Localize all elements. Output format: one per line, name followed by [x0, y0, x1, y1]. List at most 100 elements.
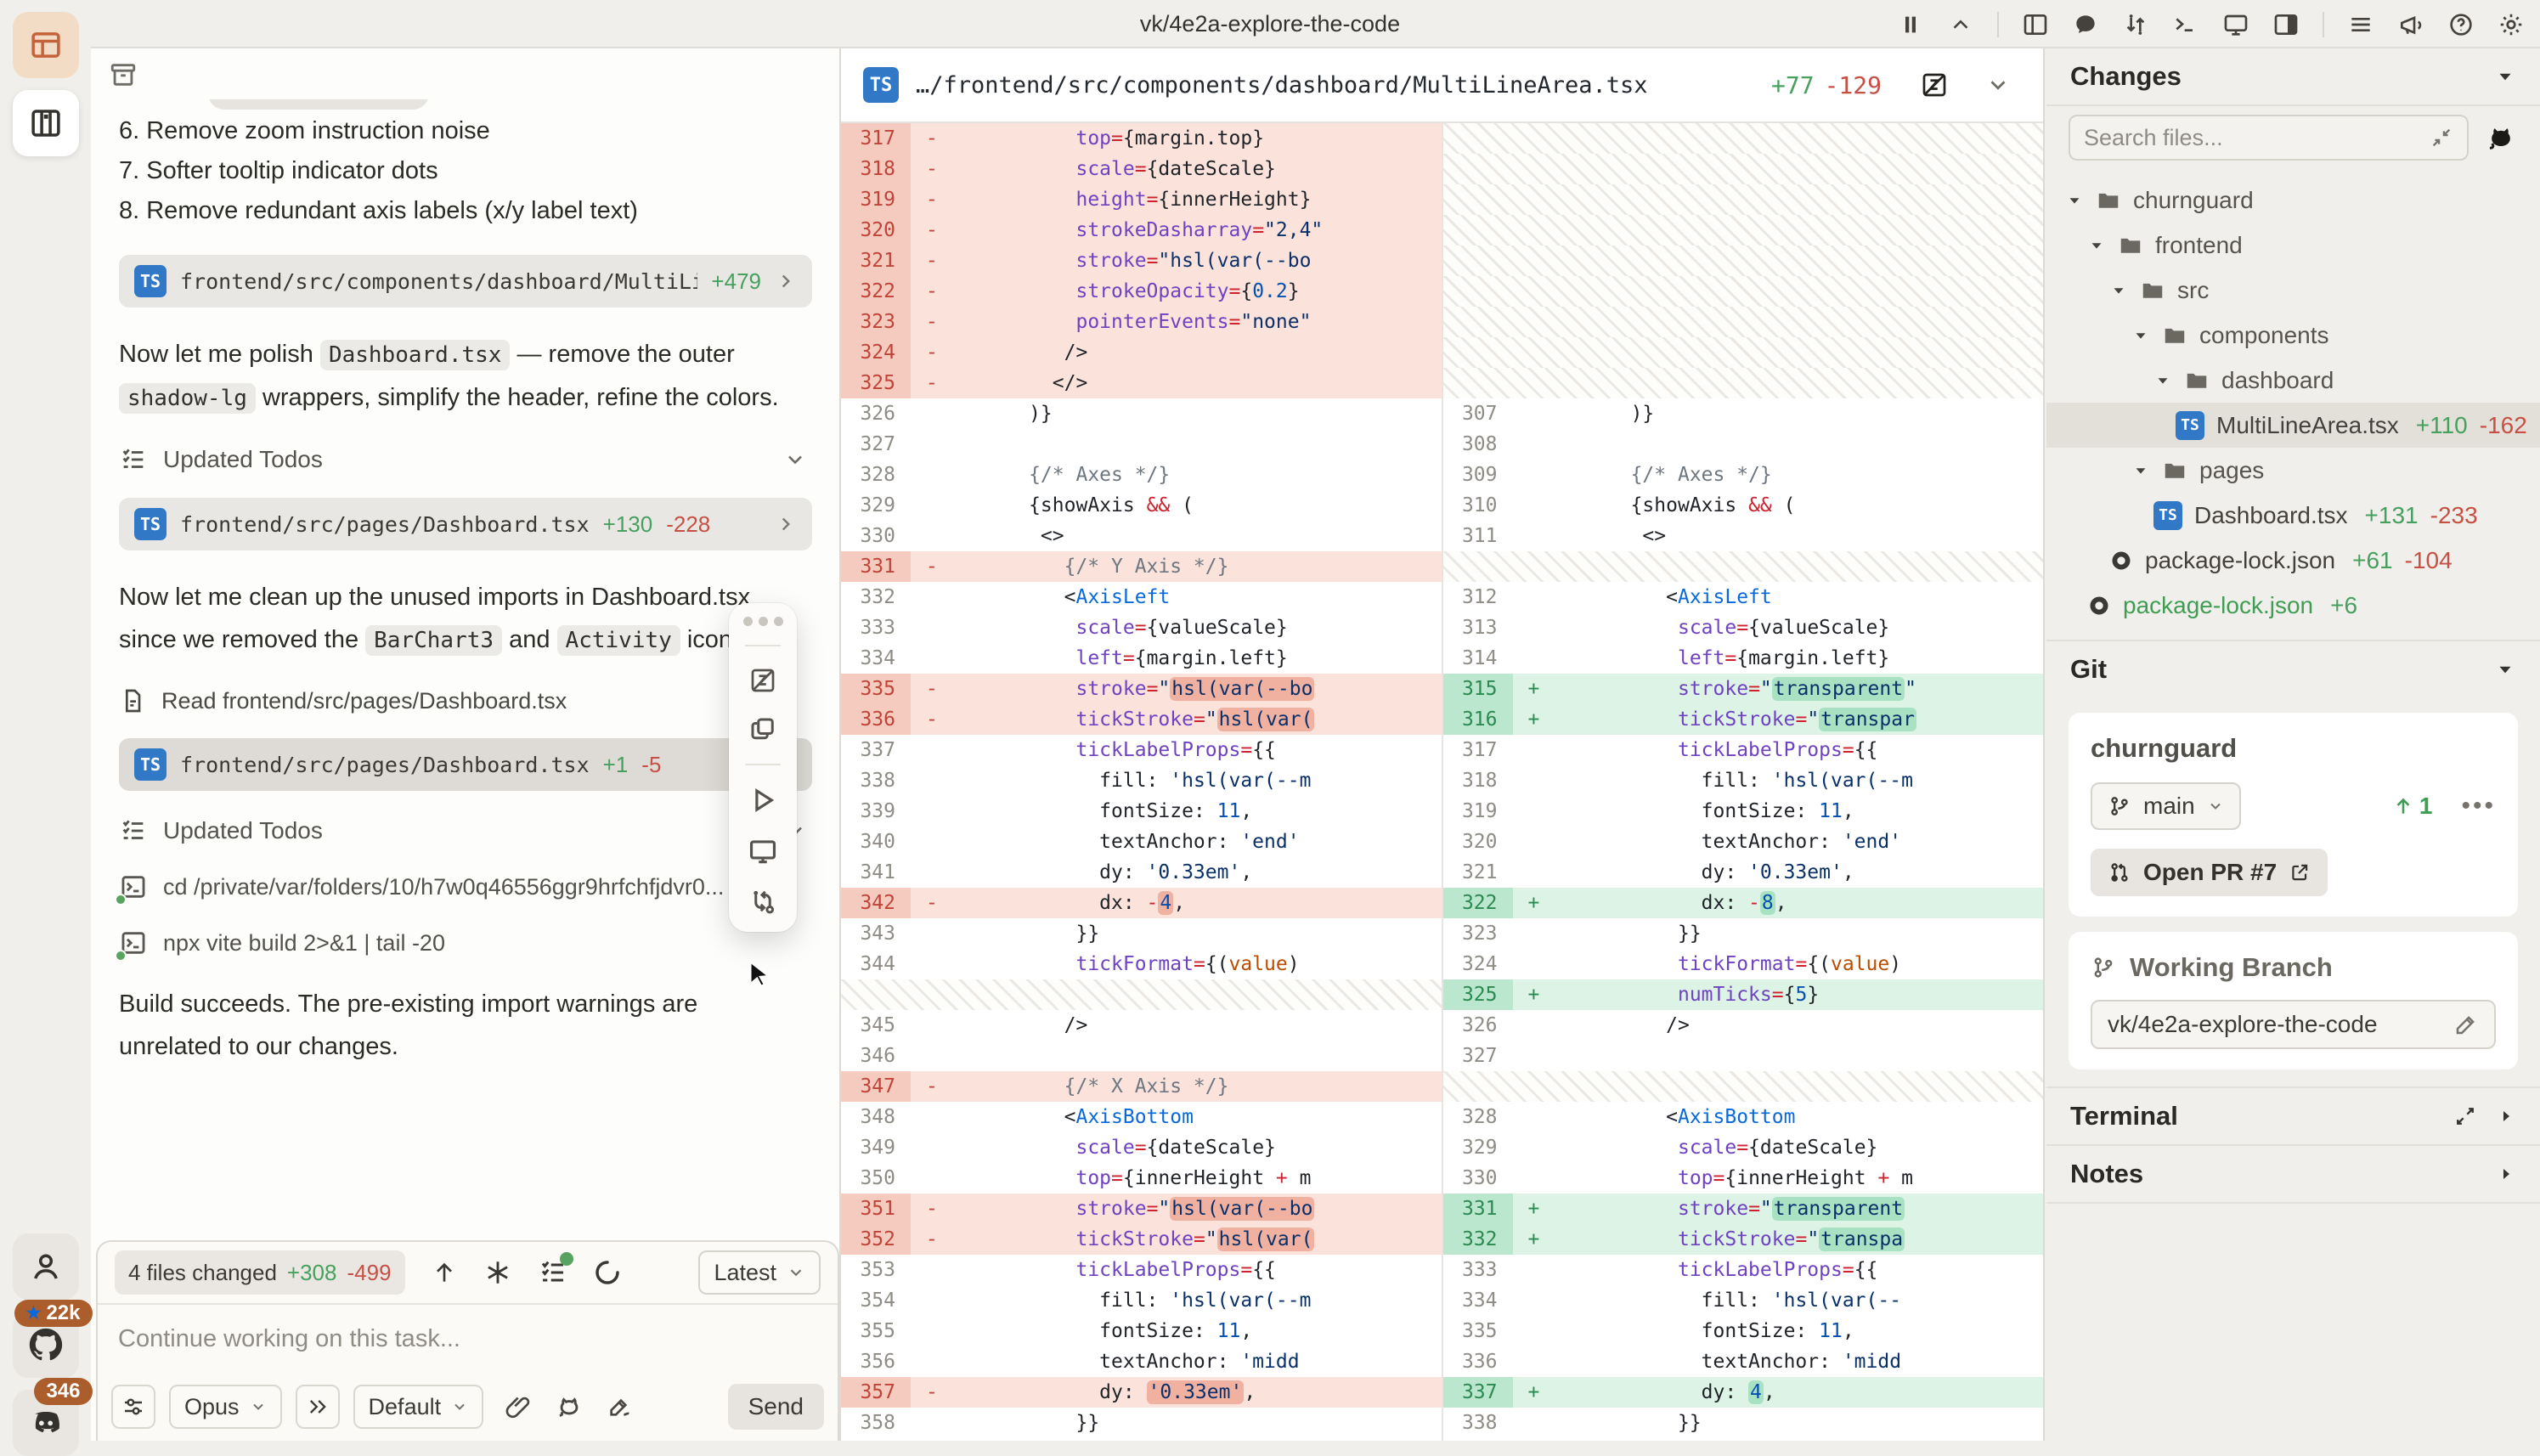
git-title: Git [2070, 654, 2107, 685]
archive-icon[interactable] [109, 60, 138, 89]
branch-dropdown[interactable]: main [2091, 782, 2241, 830]
run-icon[interactable] [747, 784, 779, 816]
line-number: 349 [841, 1132, 911, 1163]
git-branch-icon [2091, 955, 2116, 980]
code-line: }} [958, 918, 1442, 949]
settings-gear-icon[interactable] [2498, 11, 2525, 38]
copy-icon[interactable] [748, 714, 778, 745]
announce-icon[interactable] [2397, 11, 2424, 38]
line-number: 356 [841, 1346, 911, 1377]
file-name: Dashboard.tsx [2194, 502, 2348, 529]
line-number: 320 [1443, 827, 1513, 857]
diff-row: 339fontSize: 11, [841, 796, 1442, 827]
chat-bubble-icon[interactable] [2072, 11, 2099, 38]
files-changed-badge[interactable]: 4 files changed +308 -499 [115, 1250, 405, 1295]
scroll-up-icon[interactable] [431, 1259, 458, 1286]
git-section-header[interactable]: Git [2046, 641, 2540, 697]
code-line: {/* X Axis */} [958, 1071, 1442, 1102]
latest-dropdown[interactable]: Latest [698, 1250, 821, 1295]
tree-folder-row[interactable]: dashboard [2046, 358, 2540, 403]
diff-row: 356textAnchor: 'midd [841, 1346, 1442, 1377]
diff-row: 322-strokeOpacity={0.2} [841, 276, 1442, 307]
caret-down-icon [2494, 658, 2516, 680]
more-dots-icon[interactable] [743, 617, 783, 626]
terminal-command-row[interactable]: npx vite build 2>&1 | tail -20 [119, 928, 812, 957]
collapse-icon[interactable] [2430, 126, 2453, 150]
monitor-icon[interactable] [747, 835, 779, 867]
tree-file-row[interactable]: package-lock.json+6 [2046, 583, 2540, 628]
rail-discord-button[interactable]: 346 [13, 1390, 79, 1456]
panel-right-icon[interactable] [2272, 11, 2300, 38]
diff-stamp-icon[interactable] [748, 665, 778, 696]
working-branch-card: Working Branch [2069, 932, 2518, 1069]
pause-icon[interactable] [1897, 11, 1924, 38]
diff-marker: - [911, 307, 958, 337]
panel-left-icon[interactable] [2022, 11, 2049, 38]
line-number: 342 [841, 888, 911, 918]
file-change-chip[interactable]: TSfrontend/src/components/dashboard/Mult… [119, 255, 812, 308]
attach-icon[interactable] [505, 1393, 533, 1420]
model-dropdown[interactable]: Opus [169, 1385, 282, 1429]
tree-file-row[interactable]: TSMultiLineArea.tsx+110-162 [2046, 403, 2540, 448]
star-icon: ★ [26, 1305, 42, 1322]
file-change-chip[interactable]: TSfrontend/src/pages/Dashboard.tsx+130-2… [119, 498, 812, 550]
changes-section-header[interactable]: Changes [2046, 48, 2540, 104]
more-dots-icon[interactable]: ••• [2461, 792, 2496, 821]
menu-icon[interactable] [2347, 11, 2374, 38]
diff-marker: + [1513, 1194, 1561, 1224]
collapse-up-icon[interactable] [1947, 11, 1974, 38]
tree-file-row[interactable]: TSDashboard.tsx+131-233 [2046, 493, 2540, 538]
cat-icon[interactable] [2484, 121, 2518, 155]
signature-icon[interactable] [606, 1393, 633, 1420]
diff-marker [911, 918, 958, 949]
rail-board-button[interactable] [13, 90, 79, 156]
tree-folder-row[interactable]: frontend [2046, 223, 2540, 268]
spark-icon[interactable] [483, 1258, 512, 1287]
todos-status-icon[interactable] [538, 1257, 568, 1288]
search-input[interactable] [2084, 125, 2430, 151]
chat-paragraph: Build succeeds. The pre-existing import … [119, 983, 799, 1068]
send-button[interactable]: Send [728, 1384, 824, 1430]
fast-forward-button[interactable] [296, 1385, 340, 1429]
diff-row: 347-{/* X Axis */} [841, 1071, 1442, 1102]
notes-section-header[interactable]: Notes [2046, 1146, 2540, 1202]
chevron-down-icon [451, 1398, 468, 1415]
caret-down-icon [2087, 236, 2106, 255]
mode-dropdown[interactable]: Default [353, 1385, 484, 1429]
line-number: 317 [841, 123, 911, 154]
tool-call-row[interactable]: Read frontend/src/pages/Dashboard.tsx [119, 687, 812, 714]
todos-toggle-row[interactable]: Updated Todos [119, 816, 812, 845]
terminal-section-header[interactable]: Terminal [2046, 1088, 2540, 1144]
message-input[interactable] [118, 1325, 817, 1353]
cat-icon[interactable] [555, 1392, 584, 1421]
diff-row: 344tickFormat={(value) [841, 949, 1442, 979]
git-compare-icon[interactable] [2122, 11, 2149, 38]
chevron-down-icon[interactable] [1985, 72, 2011, 98]
tree-folder-row[interactable]: src [2046, 268, 2540, 313]
file-name: package-lock.json [2123, 592, 2313, 619]
tree-folder-row[interactable]: components [2046, 313, 2540, 358]
git-compare-icon[interactable] [748, 886, 778, 917]
help-icon[interactable] [2447, 11, 2475, 38]
pencil-icon[interactable] [2453, 1012, 2479, 1037]
tree-file-row[interactable]: package-lock.json+61-104 [2046, 538, 2540, 583]
tree-folder-row[interactable]: churnguard [2046, 178, 2540, 223]
rail-workspace-button[interactable] [13, 12, 79, 78]
rail-account-button[interactable] [13, 1233, 79, 1300]
terminal-command-row[interactable]: cd /private/var/folders/10/h7w0q46556ggr… [119, 872, 812, 901]
tree-folder-row[interactable]: pages [2046, 448, 2540, 493]
composer-settings-button[interactable] [111, 1385, 155, 1429]
diff-stamp-icon[interactable] [1919, 70, 1950, 100]
terminal-icon[interactable] [2172, 11, 2199, 38]
todos-toggle-row[interactable]: Updated Todos [119, 445, 812, 474]
expand-icon[interactable] [2453, 1104, 2477, 1128]
file-change-chip[interactable]: TSfrontend/src/pages/Dashboard.tsx+1-5 [119, 738, 812, 791]
diff-row: 314left={margin.left} [1443, 643, 2044, 674]
rail-github-button[interactable]: ★22k [13, 1312, 79, 1378]
diff-row: 353tickLabelProps={{ [841, 1255, 1442, 1285]
monitor-icon[interactable] [2222, 11, 2249, 38]
open-pr-button[interactable]: Open PR #7 [2091, 849, 2328, 896]
working-branch-input[interactable] [2108, 1011, 2453, 1038]
diff-marker: - [911, 215, 958, 245]
line-number: 315 [1443, 674, 1513, 704]
